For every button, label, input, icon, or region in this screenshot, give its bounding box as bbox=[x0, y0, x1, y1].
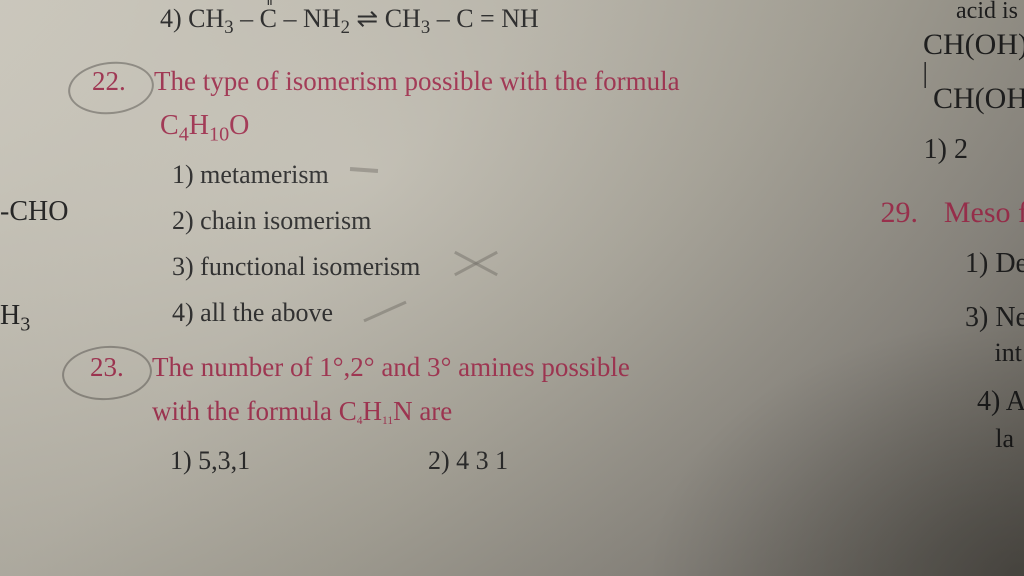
q23-text-line1: The number of 1°,2° and 3° amines possib… bbox=[152, 352, 630, 383]
right-choh-a: CH(OH) bbox=[923, 28, 1024, 62]
q22-opt3: 3) functional isomerism bbox=[172, 252, 420, 282]
q22-opt2: 2) chain isomerism bbox=[172, 206, 371, 236]
edge-h3: H3 bbox=[0, 300, 30, 337]
corner-shadow bbox=[644, 316, 1024, 576]
right-acid: acid is bbox=[956, 0, 1018, 25]
right-la: la bbox=[995, 424, 1014, 454]
q22-formula: C4H10O bbox=[160, 110, 249, 147]
right-1-2: 1) 2 bbox=[924, 134, 968, 166]
right-de: 1) De bbox=[965, 248, 1024, 280]
edge-cho: -CHO bbox=[0, 196, 68, 228]
top-option-4: 4) CH3 – C – NH2 ⇌ CH3 – C = NH bbox=[160, 4, 539, 39]
right-q29: 29. bbox=[881, 196, 919, 230]
q22-text: The type of isomerism possible with the … bbox=[154, 66, 680, 97]
q23-number: 23. bbox=[90, 352, 124, 383]
q22-opt1: 1) metamerism bbox=[172, 160, 329, 190]
right-choh-b: CH(OH bbox=[933, 82, 1024, 116]
q22-number: 22. bbox=[92, 66, 126, 97]
q23-text-line2: with the formula C4H11N are bbox=[152, 396, 452, 427]
q23-opt1: 1) 5,3,1 bbox=[170, 446, 250, 476]
q22-opt4-tick bbox=[363, 301, 406, 322]
right-ne: 3) Ne bbox=[965, 302, 1024, 334]
q22-opt4: 4) all the above bbox=[172, 298, 333, 328]
page: ‖ 4) CH3 – C – NH2 ⇌ CH3 – C = NH 22. Th… bbox=[0, 0, 1024, 576]
right-4a: 4) A bbox=[977, 386, 1024, 418]
right-bar: | bbox=[922, 58, 928, 90]
right-meso: Meso f bbox=[944, 196, 1024, 230]
opt4-prefix: 4) bbox=[160, 4, 188, 33]
q22-opt1-pencil bbox=[350, 167, 378, 173]
q23-opt2: 2) 4 3 1 bbox=[428, 446, 508, 476]
right-int: int bbox=[995, 338, 1022, 368]
